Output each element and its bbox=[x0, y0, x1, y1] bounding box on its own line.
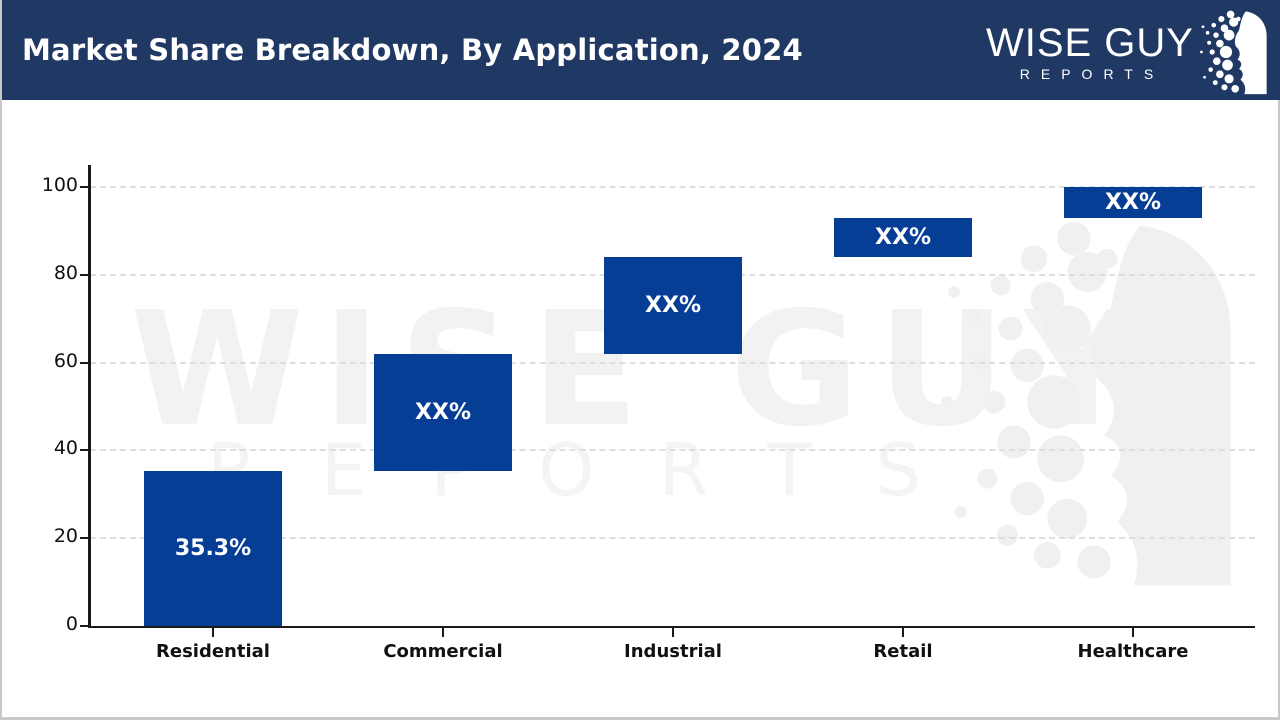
y-tick-label: 40 bbox=[53, 437, 78, 460]
bar-industrial: XX% bbox=[604, 257, 742, 354]
y-tick-mark bbox=[80, 449, 89, 452]
gridline bbox=[90, 537, 1255, 540]
x-tick-mark bbox=[672, 628, 674, 637]
y-tick-label: 0 bbox=[65, 613, 78, 635]
y-tick-label: 60 bbox=[53, 349, 78, 372]
bar-commercial: XX% bbox=[374, 353, 512, 472]
bar-value-label: XX% bbox=[645, 293, 701, 319]
y-tick-label: 20 bbox=[53, 525, 78, 548]
bar-value-label: 35.3% bbox=[174, 536, 252, 561]
x-tick-label: Commercial bbox=[383, 641, 503, 662]
x-tick-mark bbox=[442, 628, 444, 637]
x-axis bbox=[88, 625, 1255, 628]
y-tick-mark bbox=[80, 361, 89, 364]
header: Market Share Breakdown, By Application, … bbox=[2, 0, 1280, 100]
x-tick-label: Healthcare bbox=[1077, 641, 1189, 662]
y-tick-mark bbox=[80, 537, 89, 540]
wiseguy-logo-text: WISE GUY REPORTS bbox=[986, 23, 1194, 82]
x-tick-label: Residential bbox=[156, 641, 270, 662]
y-tick-mark bbox=[80, 186, 89, 188]
gridline bbox=[90, 449, 1255, 452]
logo-sub-label: REPORTS bbox=[1019, 65, 1165, 82]
logo-name-label: WISE GUY bbox=[985, 20, 1194, 65]
x-tick-mark bbox=[212, 628, 214, 637]
y-tick-label: 100 bbox=[41, 174, 78, 196]
bar-residential: 35.3% bbox=[144, 471, 282, 626]
wiseguy-head-icon bbox=[1200, 10, 1267, 95]
x-tick-label: Industrial bbox=[624, 641, 722, 662]
gridline bbox=[90, 361, 1255, 364]
x-tick-mark bbox=[902, 628, 904, 637]
page-title: Market Share Breakdown, By Application, … bbox=[22, 33, 803, 67]
bar-healthcare: XX% bbox=[1064, 187, 1202, 218]
y-tick-mark bbox=[80, 273, 89, 276]
y-tick-label: 80 bbox=[53, 261, 78, 284]
x-tick-mark bbox=[1132, 628, 1134, 637]
y-tick-mark bbox=[80, 625, 89, 627]
bar-value-label: XX% bbox=[875, 224, 931, 250]
y-axis bbox=[88, 165, 91, 628]
bar-retail: XX% bbox=[834, 217, 972, 258]
gridline bbox=[90, 186, 1255, 188]
watermark-subtext: REPORTS bbox=[207, 428, 986, 512]
wiseguy-logo: WISE GUY REPORTS bbox=[986, 8, 1272, 96]
bar-value-label: XX% bbox=[415, 399, 471, 425]
bar-value-label: XX% bbox=[1105, 189, 1161, 215]
x-tick-label: Retail bbox=[873, 641, 933, 662]
